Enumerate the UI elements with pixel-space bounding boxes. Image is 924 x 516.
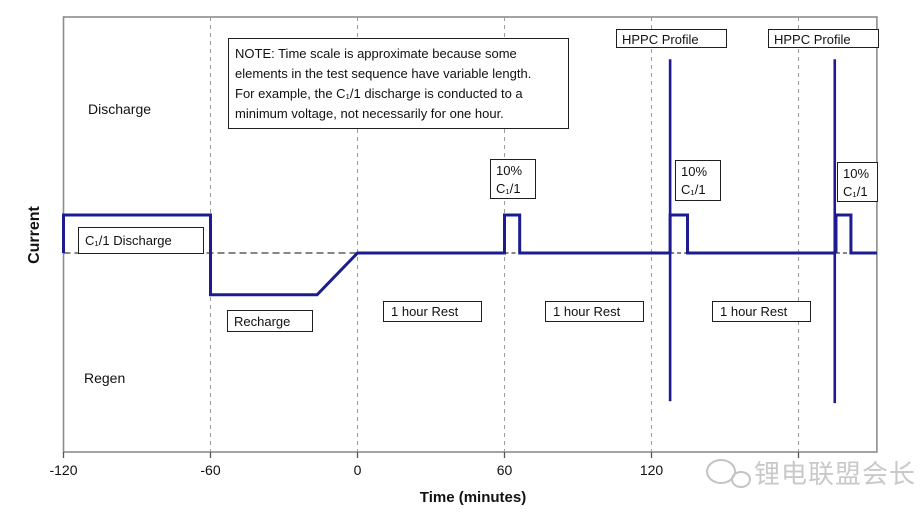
one-hour-rest-label: 1 hour Rest <box>545 301 644 322</box>
regen-region-label: Regen <box>84 370 126 386</box>
y-axis-title: Current <box>26 206 43 264</box>
one-hour-rest-label: 1 hour Rest <box>383 301 482 322</box>
hppc-profile-label: HPPC Profile <box>616 29 727 48</box>
one-hour-rest-label: 1 hour Rest <box>712 301 811 322</box>
ten-percent-c1-label: 10% C₁/1 <box>490 159 536 199</box>
discharge-region-label: Discharge <box>88 101 152 117</box>
x-tick-label: 60 <box>496 462 513 478</box>
recharge-label: Recharge <box>227 310 313 332</box>
current-waveform <box>62 59 877 404</box>
wechat-icon <box>731 471 751 488</box>
note-box: NOTE: Time scale is approximate because … <box>228 38 569 129</box>
x-tick-label: -120 <box>49 462 78 478</box>
ten-percent-c1-label: 10% C₁/1 <box>837 162 878 202</box>
x-axis-ticks <box>62 452 800 458</box>
hppc-profile-label: HPPC Profile <box>768 29 879 48</box>
c1-discharge-label: C₁/1 Discharge <box>78 227 204 254</box>
watermark-text: 锂电联盟会长 <box>754 459 917 489</box>
ten-percent-c1-label: 10% C₁/1 <box>675 160 721 201</box>
x-tick-label: 120 <box>639 462 664 478</box>
x-tick-label: 0 <box>353 462 362 478</box>
x-axis-title: Time (minutes) <box>419 489 527 506</box>
x-tick-label: -60 <box>200 462 221 478</box>
